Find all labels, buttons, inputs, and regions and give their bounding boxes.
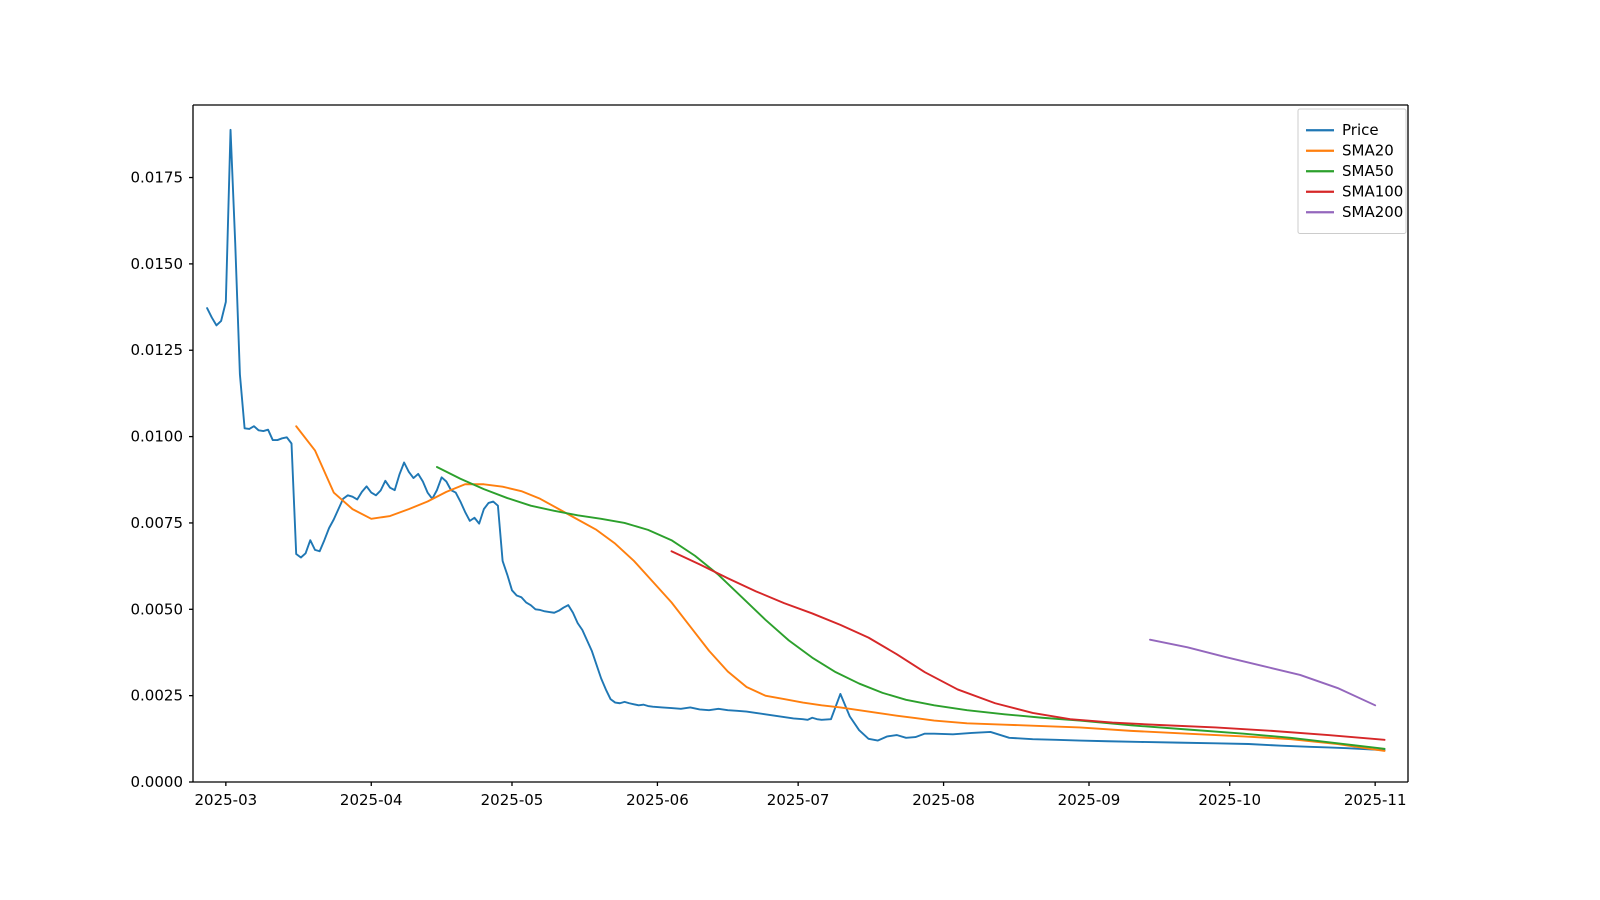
y-tick-label: 0.0150 — [131, 255, 184, 273]
x-tick-label: 2025-09 — [1058, 791, 1121, 809]
legend-background — [1297, 108, 1407, 234]
y-tick-label: 0.0125 — [131, 341, 184, 359]
y-tick-label: 0.0050 — [131, 600, 184, 618]
y-axis-tick-labels: 0.0000 0.0025 0.0050 0.0075 0.0100 0.0125 0.01… — [131, 169, 184, 791]
series-line-sma100 — [670, 550, 1386, 741]
x-axis-tick-labels: 2025-03 2025-04 2025-05 2025-06 2025-07 2025-… — [194, 791, 1406, 809]
y-tick-label: 0.0175 — [131, 169, 184, 187]
series-line-sma200 — [1149, 638, 1377, 707]
series-line-sma20 — [295, 425, 1386, 752]
y-tick-label: 0.0000 — [131, 773, 184, 791]
x-tick-label: 2025-07 — [767, 791, 830, 809]
y-tick-label: 0.0075 — [131, 514, 184, 532]
legend-label-sma20[interactable]: SMA20 — [1342, 141, 1394, 159]
legend-label-sma100[interactable]: SMA100 — [1342, 182, 1403, 200]
x-tick-label: 2025-10 — [1198, 791, 1261, 809]
legend-label-sma50[interactable]: SMA50 — [1342, 162, 1394, 180]
y-tick-label: 0.0100 — [131, 428, 184, 446]
y-tick-label: 0.0025 — [131, 687, 184, 705]
x-tick-label: 2025-06 — [626, 791, 689, 809]
series-line-sma50 — [435, 466, 1386, 750]
chart-legend[interactable]: Price SMA20 SMA50 SMA100 SMA200 — [1297, 108, 1407, 234]
x-tick-label: 2025-11 — [1344, 791, 1407, 809]
x-tick-label: 2025-03 — [194, 791, 257, 809]
legend-label-sma200[interactable]: SMA200 — [1342, 203, 1403, 221]
x-tick-label: 2025-05 — [481, 791, 544, 809]
series-line-price — [206, 128, 1386, 752]
x-tick-label: 2025-08 — [912, 791, 975, 809]
y-axis-tick-marks — [189, 176, 193, 783]
plot-area-background — [193, 105, 1408, 782]
chart-series-lines — [206, 128, 1386, 752]
x-tick-label: 2025-04 — [340, 791, 403, 809]
x-axis-tick-marks — [225, 782, 1376, 786]
legend-label-price[interactable]: Price — [1342, 121, 1379, 139]
